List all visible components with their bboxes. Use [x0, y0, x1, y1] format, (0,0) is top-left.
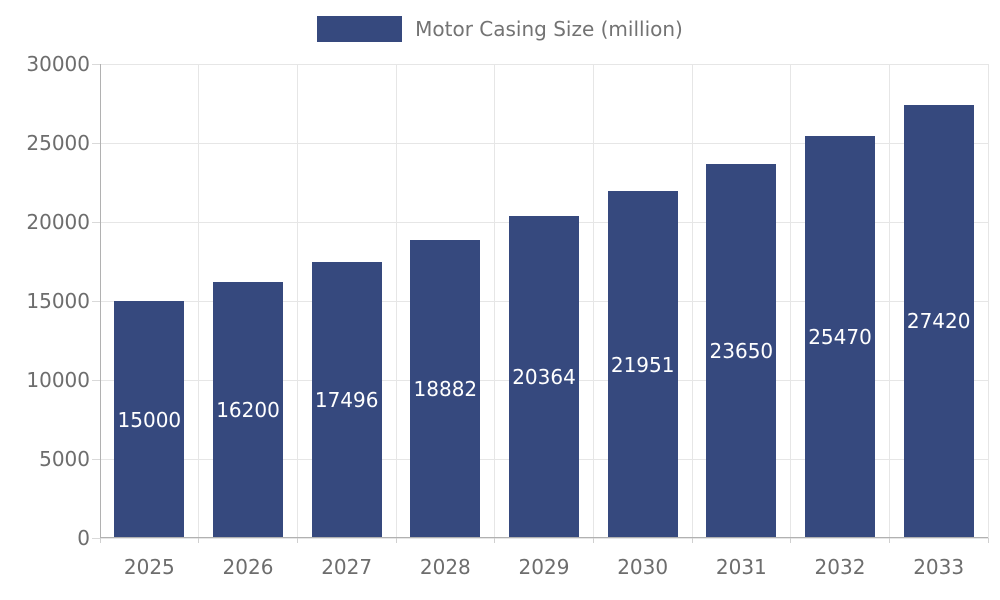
y-tick-label: 15000 — [26, 289, 90, 313]
bar — [114, 301, 185, 538]
bar — [410, 239, 481, 538]
bar — [509, 216, 579, 538]
y-tick-label: 30000 — [26, 52, 90, 76]
x-tick-mark — [592, 538, 594, 543]
bar — [607, 191, 678, 538]
y-tick-mark — [92, 537, 100, 539]
x-tick-mark — [790, 538, 792, 543]
bar-value-label: 15000 — [117, 407, 182, 432]
y-tick-label: 10000 — [26, 368, 90, 392]
y-tick-label: 0 — [77, 526, 90, 550]
bar — [213, 282, 283, 538]
y-tick-label: 25000 — [26, 131, 90, 155]
gridline-vertical — [395, 64, 397, 538]
x-tick-label: 2025 — [123, 555, 175, 579]
x-tick-mark — [296, 538, 298, 543]
legend-swatch-icon — [317, 16, 403, 42]
bar-value-label: 21951 — [610, 352, 675, 377]
bar-value-label: 20364 — [512, 365, 576, 390]
gridline-vertical — [691, 64, 693, 538]
x-tick-label: 2029 — [518, 555, 570, 579]
x-tick-label: 2033 — [913, 555, 965, 579]
x-tick-label: 2026 — [222, 555, 274, 579]
gridline-horizontal — [100, 63, 988, 65]
gridline-vertical — [987, 64, 989, 538]
y-axis-line — [100, 64, 101, 538]
x-tick-mark — [395, 538, 397, 543]
x-tick-label: 2030 — [617, 555, 669, 579]
y-tick-label: 20000 — [26, 210, 90, 234]
x-tick-label: 2032 — [814, 555, 866, 579]
y-tick-label: 5000 — [39, 447, 90, 471]
gridline-vertical — [790, 64, 792, 538]
bar-value-label: 27420 — [906, 309, 971, 334]
x-tick-mark — [198, 538, 200, 543]
bar — [903, 104, 974, 538]
x-tick-mark — [99, 538, 101, 543]
legend-label: Motor Casing Size (million) — [415, 17, 683, 41]
x-tick-mark — [888, 538, 890, 543]
bar-value-label: 16200 — [216, 398, 280, 423]
bar — [805, 135, 875, 538]
x-tick-label: 2031 — [715, 555, 767, 579]
x-tick-mark — [494, 538, 496, 543]
gridline-horizontal — [100, 537, 988, 539]
x-tick-label: 2028 — [419, 555, 471, 579]
bar — [706, 164, 777, 538]
y-tick-mark — [92, 300, 100, 302]
bar-value-label: 25470 — [808, 324, 872, 349]
gridline-vertical — [888, 64, 890, 538]
gridline-vertical — [296, 64, 298, 538]
y-tick-mark — [92, 142, 100, 144]
bar-value-label: 17496 — [314, 387, 379, 412]
x-tick-mark — [987, 538, 989, 543]
x-tick-mark — [691, 538, 693, 543]
bar-value-label: 18882 — [413, 376, 478, 401]
bar — [311, 261, 382, 538]
x-axis-line — [100, 537, 988, 538]
gridline-vertical — [198, 64, 200, 538]
gridline-horizontal — [100, 142, 988, 144]
bar-value-label: 23650 — [709, 339, 774, 364]
legend: Motor Casing Size (million) — [0, 16, 1000, 42]
y-tick-mark — [92, 221, 100, 223]
gridline-vertical — [592, 64, 594, 538]
x-tick-label: 2027 — [321, 555, 373, 579]
plot-area: 15000 16200 17496 18882 20364 21951 23650 25470… — [92, 63, 989, 543]
y-tick-mark — [92, 458, 100, 460]
y-tick-mark — [92, 379, 100, 381]
y-tick-mark — [92, 63, 100, 65]
gridline-vertical — [494, 64, 496, 538]
